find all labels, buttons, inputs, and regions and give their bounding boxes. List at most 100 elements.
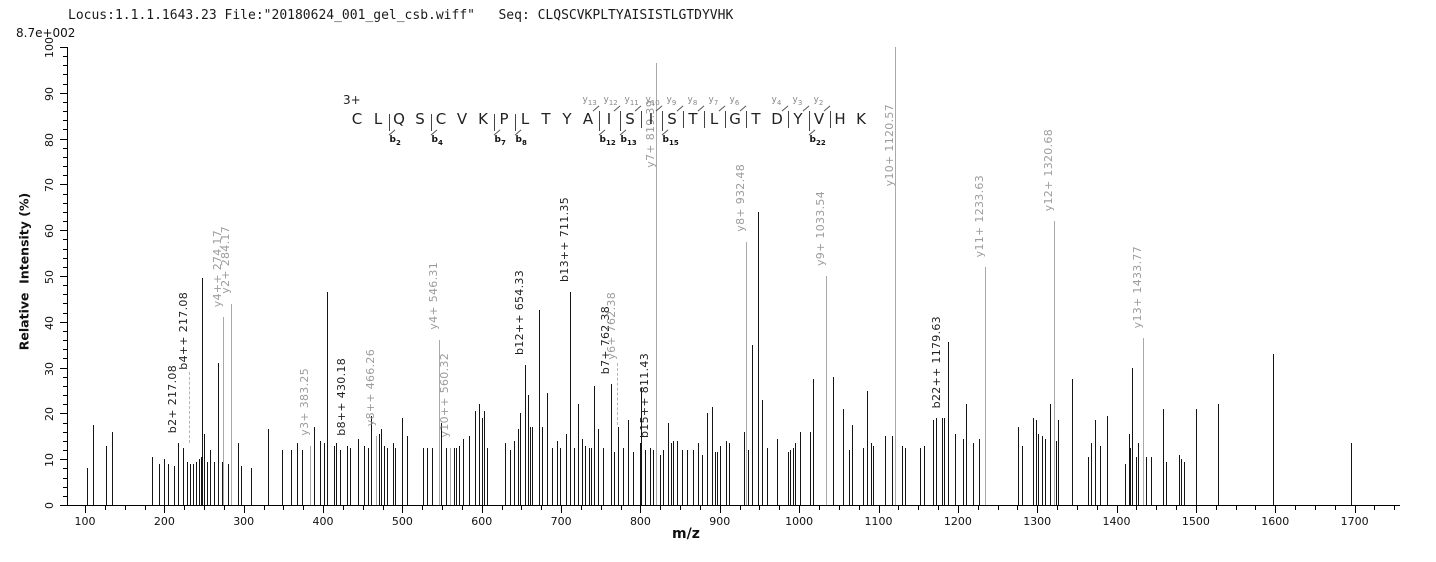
x-axis-tick	[918, 506, 920, 510]
b-ion-label: b13++ 711.35	[558, 197, 572, 283]
y-ion-ladder-label: y12	[603, 95, 618, 107]
y-ion-label: y6+ 762.38	[605, 292, 619, 360]
spectrum-peak	[1180, 459, 1182, 505]
y-ion-ladder-label: y4	[771, 95, 782, 107]
y-ion-ladder-label: y7	[708, 95, 719, 107]
spectrum-peak	[510, 450, 512, 505]
y-axis-tick	[63, 440, 67, 442]
y-axis-tick	[63, 486, 67, 488]
spectrum-peak	[649, 447, 651, 506]
y-axis-tick-label: 40	[43, 315, 56, 330]
x-axis-tick	[501, 506, 503, 510]
spectrum-peak	[972, 443, 974, 505]
x-axis-tick	[104, 506, 106, 510]
x-axis-tick	[541, 506, 543, 510]
y-axis-tick-label: 80	[43, 132, 56, 147]
b-ion-ladder-label: b2	[389, 135, 401, 147]
spectrum-peak	[752, 344, 754, 505]
spectrum-peak	[728, 443, 730, 505]
y-axis-tick	[63, 65, 67, 67]
y-ion-ladder-label: y8	[687, 95, 698, 107]
x-axis-tick	[1255, 506, 1257, 510]
x-axis-tick	[382, 506, 384, 510]
y-ion-ladder-label: y10	[645, 95, 660, 107]
y-axis-tick	[63, 349, 67, 351]
spectrum-peak	[202, 278, 204, 505]
spectrum-peak	[577, 404, 579, 505]
b-ion-label: b15++ 811.43	[637, 352, 651, 438]
spectrum-peak	[603, 447, 605, 506]
spectrum-header-info: Locus:1.1.1.1643.23 File:"20180624_001_g…	[68, 8, 734, 23]
b-ion-cleavage-mark	[430, 114, 432, 131]
spectrum-peak	[1035, 420, 1037, 505]
spectrum-peak	[1184, 461, 1185, 505]
x-axis-tick	[362, 506, 364, 510]
x-axis-tick	[422, 506, 424, 510]
y-ion-cleavage-mark	[640, 111, 642, 128]
x-axis-tick	[1156, 506, 1158, 510]
spectrum-peak	[519, 413, 521, 505]
spectrum-peak	[112, 431, 113, 505]
spectrum-peak	[106, 445, 108, 505]
spectrum-peak	[670, 443, 672, 505]
b-ion-ladder-label: b8	[515, 135, 527, 147]
y-axis-tick	[63, 468, 67, 470]
y-ion-ladder-label: y9	[666, 95, 677, 107]
spectrum-peak	[872, 445, 874, 505]
x-axis-tick	[442, 506, 444, 510]
spectrum-peak	[923, 445, 925, 505]
spectrum-peak	[1088, 456, 1089, 505]
x-axis-tick	[620, 506, 622, 510]
spectrum-peak	[623, 447, 624, 506]
x-axis-tick	[699, 506, 701, 510]
spectrum-peak	[173, 466, 175, 505]
fragment-ion-peak-annotated	[894, 47, 896, 505]
x-axis-tick	[1334, 506, 1336, 510]
spectrum-peak	[707, 413, 709, 505]
spectrum-peak	[213, 461, 215, 505]
spectrum-peak	[210, 450, 212, 505]
y-axis-tick	[63, 156, 67, 158]
y-axis-tick	[60, 321, 67, 323]
x-axis-tick	[1057, 506, 1059, 510]
spectrum-peak	[458, 445, 460, 505]
y-axis-tick	[63, 120, 67, 122]
spectrum-peak	[163, 459, 165, 505]
fragment-ion-peak-annotated	[309, 445, 311, 505]
spectrum-peak	[813, 379, 815, 505]
x-axis-tick	[1314, 506, 1316, 510]
spectrum-peak	[527, 395, 529, 505]
spectrum-peak	[542, 427, 544, 505]
spectrum-peak	[1150, 456, 1152, 505]
fragment-ion-peak-annotated	[745, 241, 747, 505]
x-axis-tick	[997, 506, 999, 510]
x-axis-tick	[938, 506, 939, 510]
sequence-residue: S	[415, 110, 425, 128]
x-axis-tick-label: 1100	[864, 515, 893, 528]
spectrum-peak	[207, 461, 209, 505]
spectrum-peak	[863, 447, 865, 506]
spectrum-peak	[1038, 434, 1039, 505]
fragment-ion-peak-annotated	[439, 340, 441, 505]
spectrum-peak	[524, 365, 526, 505]
y-axis-tick	[63, 257, 67, 259]
sequence-residue: K	[478, 110, 488, 128]
spectrum-peak	[168, 463, 170, 505]
b-ion-cleavage-mark	[598, 114, 600, 131]
y-axis-tick	[63, 211, 67, 213]
y-axis-tick	[60, 184, 67, 186]
x-axis-tick	[144, 506, 146, 510]
y-ion-cleavage-mark	[787, 111, 789, 128]
spectrum-peak	[979, 438, 981, 505]
y-axis-tick	[60, 505, 67, 506]
b-ion-cleavage-mark	[388, 114, 390, 131]
spectrum-peak	[1033, 418, 1035, 505]
spectrum-peak	[370, 415, 372, 505]
x-axis-tick	[283, 506, 285, 510]
y-ion-cleavage-mark	[682, 111, 684, 128]
x-axis-tick	[461, 506, 463, 510]
y-ion-label: y12+ 1320.68	[1041, 128, 1055, 212]
y-ion-label: y2+ 284.17	[219, 225, 233, 294]
spectrum-peak	[570, 292, 572, 505]
